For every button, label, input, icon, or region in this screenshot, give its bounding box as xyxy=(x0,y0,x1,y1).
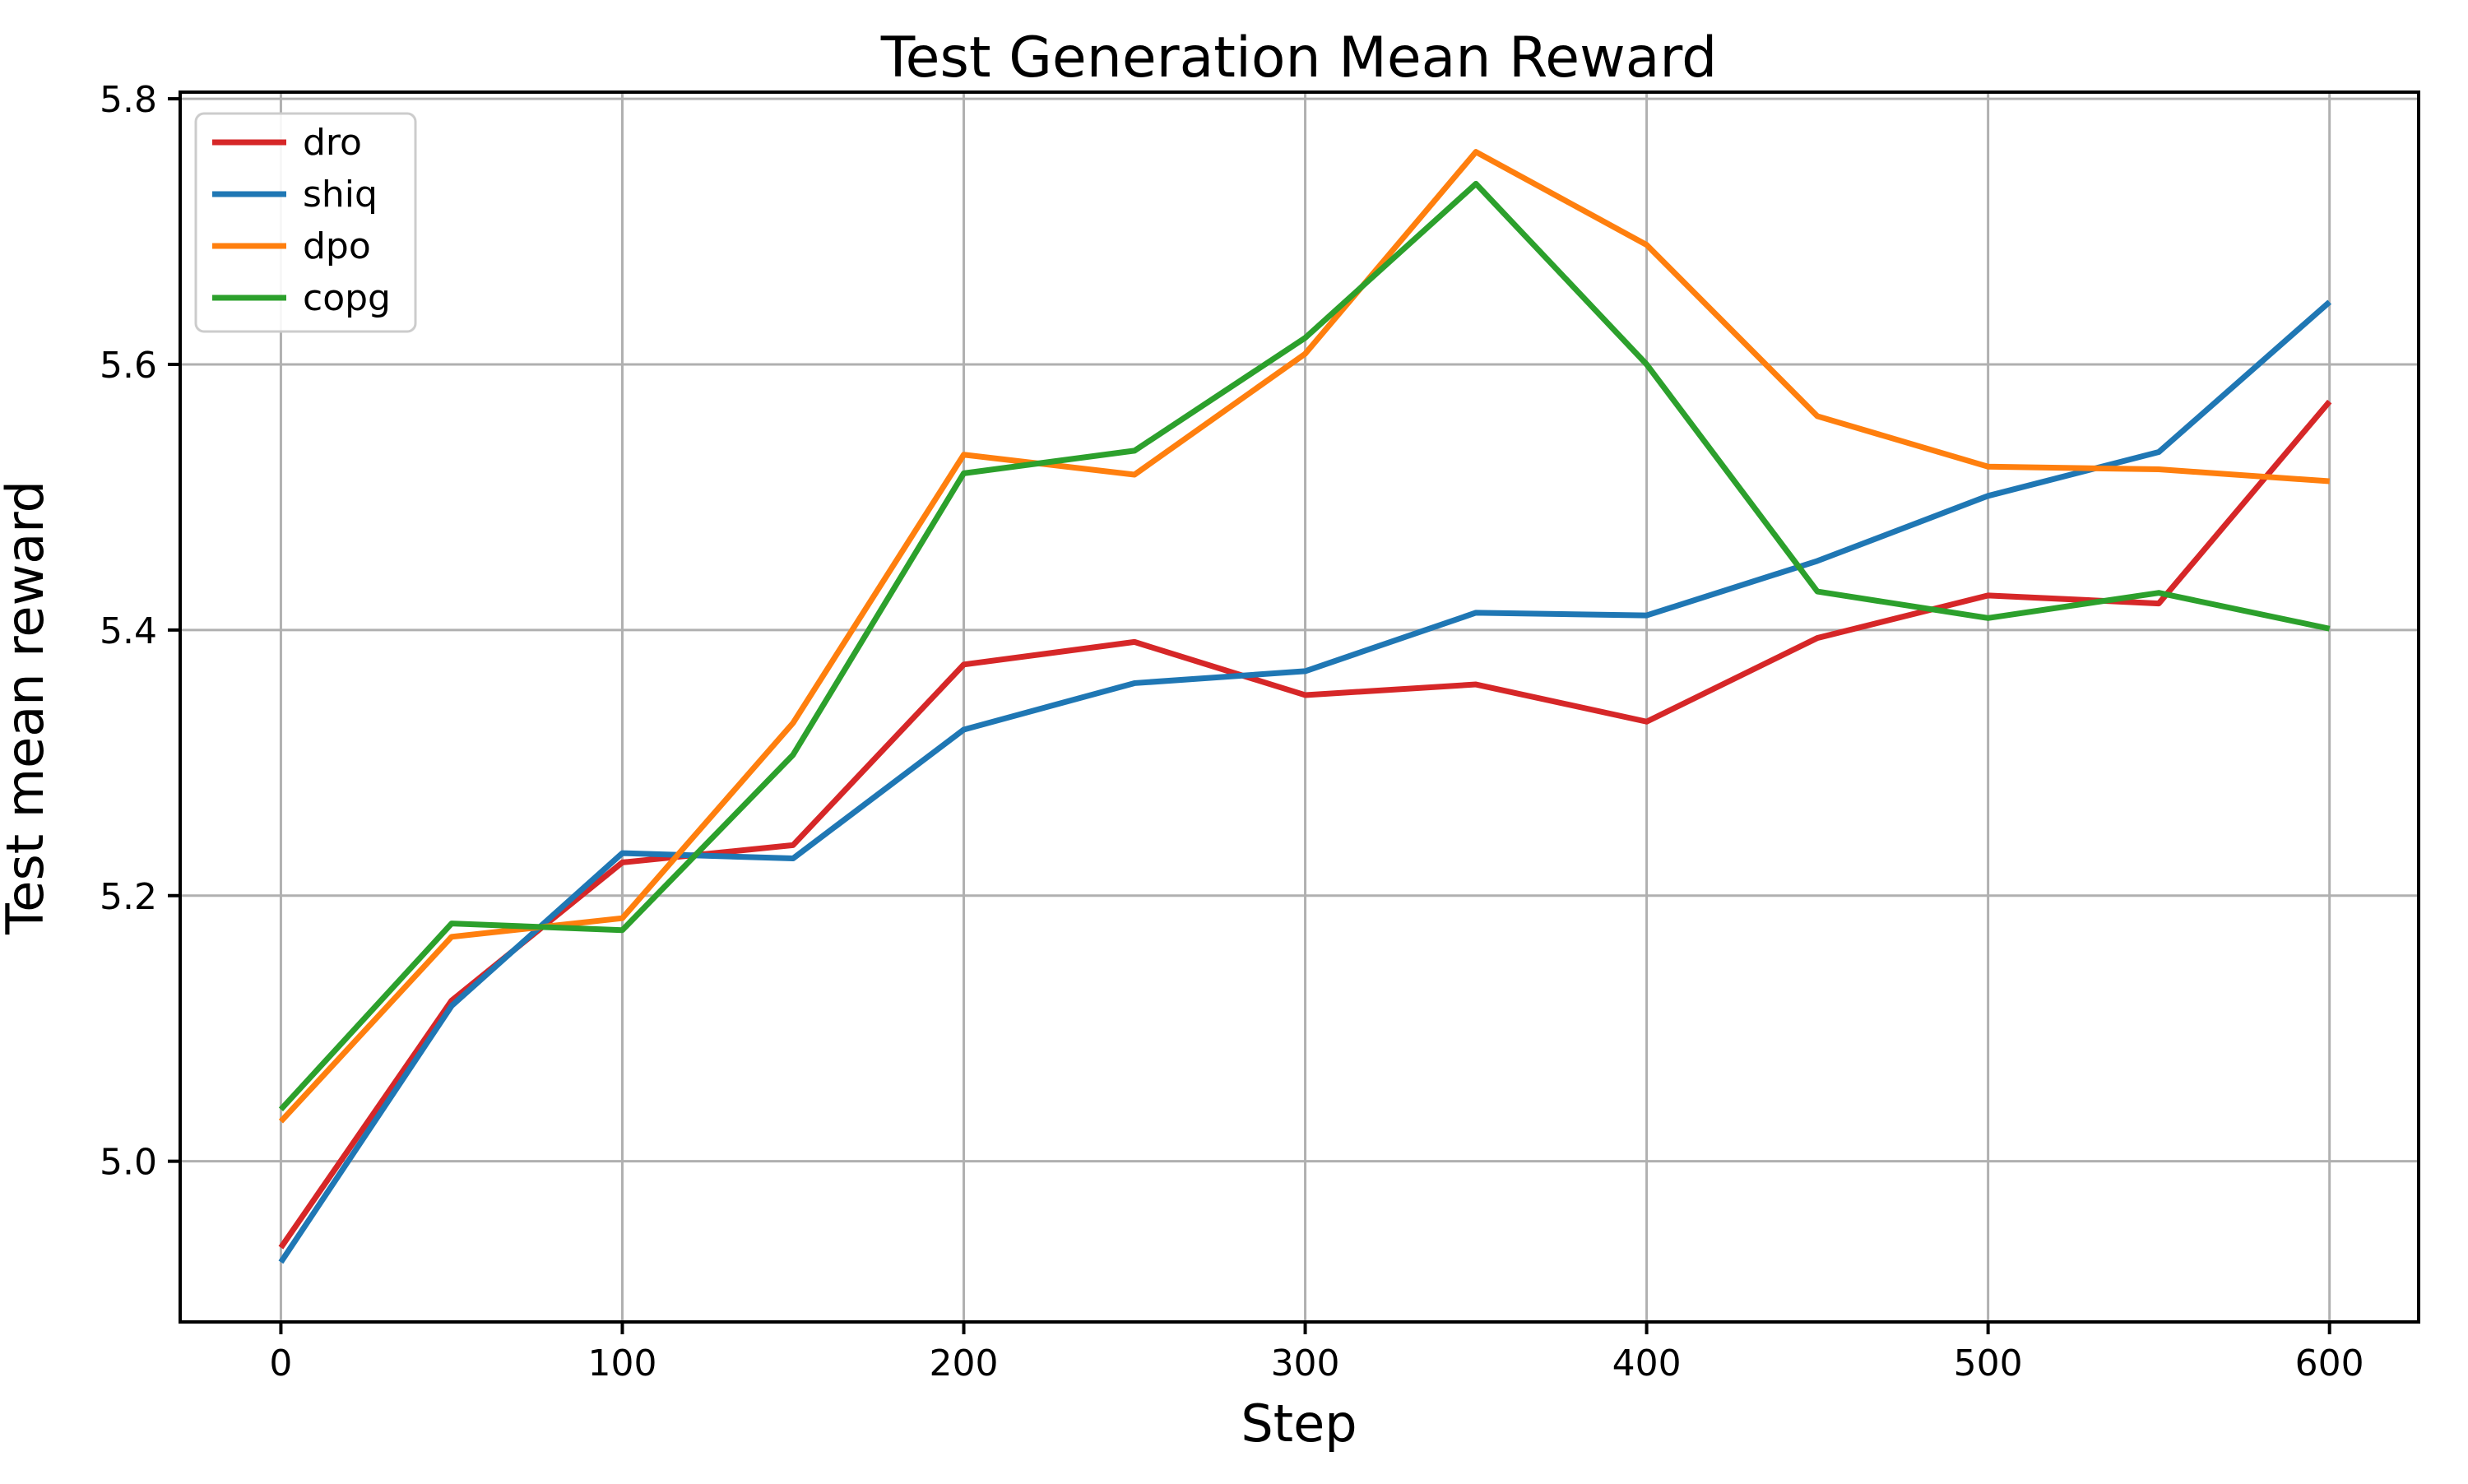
x-tick-label: 100 xyxy=(587,1343,656,1384)
y-tick-label: 5.2 xyxy=(100,876,157,918)
series-line-dro xyxy=(278,399,2332,1250)
legend-label-dpo: dpo xyxy=(303,225,371,267)
axes xyxy=(168,90,2420,1334)
x-tick-label: 500 xyxy=(1954,1343,2023,1384)
legend-label-copg: copg xyxy=(303,277,391,319)
y-tick-label: 5.8 xyxy=(100,79,157,121)
chart-title: Test Generation Mean Reward xyxy=(880,26,1718,90)
legend: dro shiq dpo copg xyxy=(194,112,417,333)
y-tick-label: 5.6 xyxy=(100,345,157,387)
x-tick-label: 200 xyxy=(930,1343,999,1384)
tick-labels: 0 100 200 300 400 500 600 5.0 5.2 5.4 5.6 5.8 xyxy=(100,79,2364,1384)
y-tick-label: 5.0 xyxy=(100,1142,157,1184)
y-axis-label: Test mean reward xyxy=(0,480,55,935)
series-line-shiq xyxy=(278,299,2331,1264)
x-tick-label: 400 xyxy=(1612,1343,1682,1384)
data-series xyxy=(278,149,2332,1264)
legend-box xyxy=(194,112,417,333)
x-tick-label: 0 xyxy=(269,1343,292,1384)
x-tick-label: 300 xyxy=(1271,1343,1340,1384)
legend-label-dro: dro xyxy=(303,122,362,164)
gridlines xyxy=(180,92,2419,1322)
series-line-copg xyxy=(278,180,2331,1112)
plot-border xyxy=(179,90,2420,1324)
x-tick-label: 600 xyxy=(2295,1343,2364,1384)
legend-label-shiq: shiq xyxy=(303,174,378,216)
y-tick-label: 5.4 xyxy=(100,610,157,652)
x-axis-label: Step xyxy=(1241,1394,1357,1454)
series-line-dpo xyxy=(278,149,2330,1124)
